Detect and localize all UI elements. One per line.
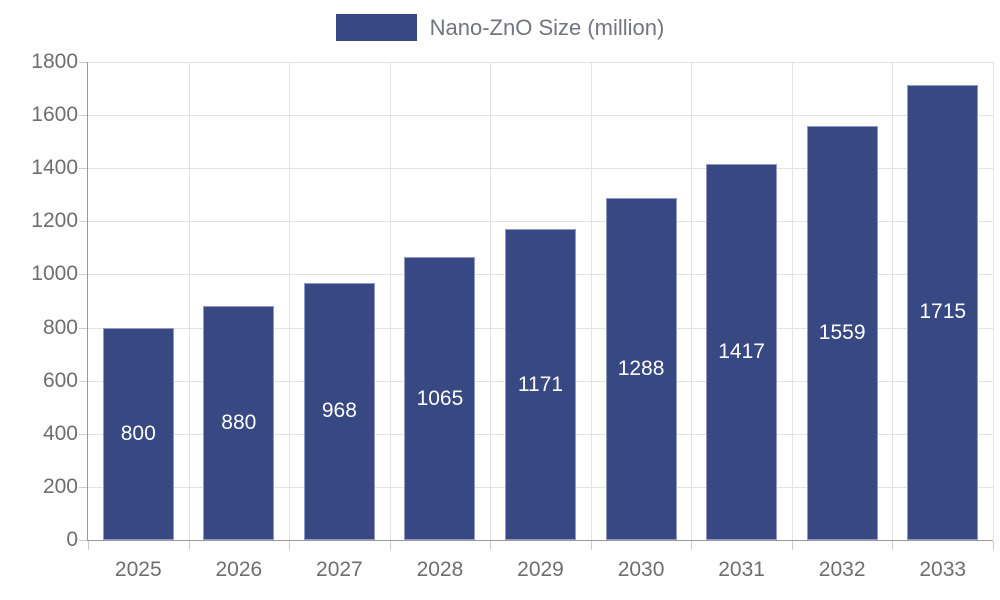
y-axis-tick — [79, 115, 87, 117]
y-axis-label: 0 — [66, 528, 78, 551]
bar-value-label: 1417 — [718, 339, 765, 363]
bar[interactable]: 1559 — [806, 126, 878, 540]
x-axis-tick — [791, 541, 793, 550]
x-axis-label: 2033 — [919, 558, 967, 581]
bar[interactable]: 968 — [303, 282, 375, 540]
gridline-vertical — [490, 62, 492, 540]
y-axis-label: 1600 — [31, 103, 78, 127]
bar-value-label: 968 — [321, 399, 357, 423]
y-axis-tick — [79, 433, 87, 435]
y-axis-label: 1000 — [31, 262, 78, 286]
x-axis-tick — [993, 541, 994, 550]
gridline-vertical — [993, 62, 994, 540]
bar[interactable]: 1417 — [706, 163, 778, 540]
y-axis-tick — [79, 221, 87, 223]
legend-label: Nano-ZnO Size (million) — [429, 15, 665, 40]
x-axis-label: 2029 — [517, 558, 564, 581]
x-axis-label: 2025 — [114, 558, 162, 581]
x-axis-tick — [188, 541, 190, 550]
y-axis-tick — [79, 327, 87, 329]
y-axis-label: 1200 — [31, 209, 78, 233]
gridline-vertical — [892, 62, 894, 540]
bar[interactable]: 880 — [203, 306, 275, 540]
bar-value-label: 1559 — [818, 321, 866, 344]
gridline-vertical — [289, 62, 291, 540]
gridline-vertical — [590, 62, 592, 540]
gridline-vertical — [389, 62, 391, 540]
x-axis-tick — [490, 541, 492, 550]
y-axis-line — [87, 62, 88, 540]
y-axis-tick — [79, 274, 87, 276]
x-axis-tick — [892, 541, 894, 550]
y-axis-tick — [79, 62, 87, 63]
x-axis-tick — [590, 541, 592, 550]
x-axis-label: 2030 — [617, 558, 665, 581]
y-axis-tick — [79, 168, 87, 170]
x-axis-label: 2032 — [818, 558, 866, 581]
y-axis-label: 800 — [42, 315, 78, 339]
x-axis-label: 2028 — [416, 558, 464, 581]
bar-value-label: 1715 — [919, 300, 967, 324]
legend[interactable]: Nano-ZnO Size (million) — [0, 14, 1000, 41]
y-axis-tick — [79, 380, 87, 382]
x-axis-line — [87, 540, 993, 541]
y-axis-label: 1800 — [31, 50, 78, 73]
y-axis-label: 400 — [42, 421, 78, 445]
bar[interactable]: 1715 — [907, 84, 979, 540]
gridline-vertical — [691, 62, 693, 540]
bar-value-label: 1065 — [416, 386, 464, 410]
x-axis-label: 2026 — [215, 558, 263, 581]
x-axis-label: 2031 — [718, 558, 765, 581]
y-axis-tick — [79, 486, 87, 488]
gridline-vertical — [791, 62, 793, 540]
bar[interactable]: 800 — [102, 327, 174, 540]
y-axis-tick — [79, 540, 87, 541]
gridline-horizontal — [88, 221, 993, 223]
bar[interactable]: 1065 — [404, 257, 476, 540]
x-axis-label: 2027 — [316, 558, 363, 581]
bar-value-label: 1288 — [617, 356, 665, 380]
gridline-horizontal — [88, 168, 993, 170]
gridline-horizontal — [88, 62, 993, 63]
bar-value-label: 1171 — [517, 372, 564, 396]
bar[interactable]: 1171 — [505, 229, 576, 540]
gridline-vertical — [188, 62, 190, 540]
x-axis-tick — [289, 541, 291, 550]
x-axis-tick — [389, 541, 391, 550]
y-axis-label: 600 — [42, 368, 78, 392]
bar-value-label: 800 — [120, 421, 156, 445]
y-axis-label: 1400 — [31, 156, 78, 180]
gridline-horizontal — [88, 115, 993, 117]
plot-area: 0 200 400 600 800 1000 1200 1400 1600 1800 800 2025… — [31, 50, 994, 581]
x-axis-tick — [88, 541, 89, 550]
bar-value-label: 880 — [221, 411, 257, 435]
bar[interactable]: 1288 — [605, 197, 677, 540]
y-axis-label: 200 — [42, 474, 78, 498]
x-axis-tick — [691, 541, 693, 550]
legend-swatch-icon — [335, 14, 417, 41]
